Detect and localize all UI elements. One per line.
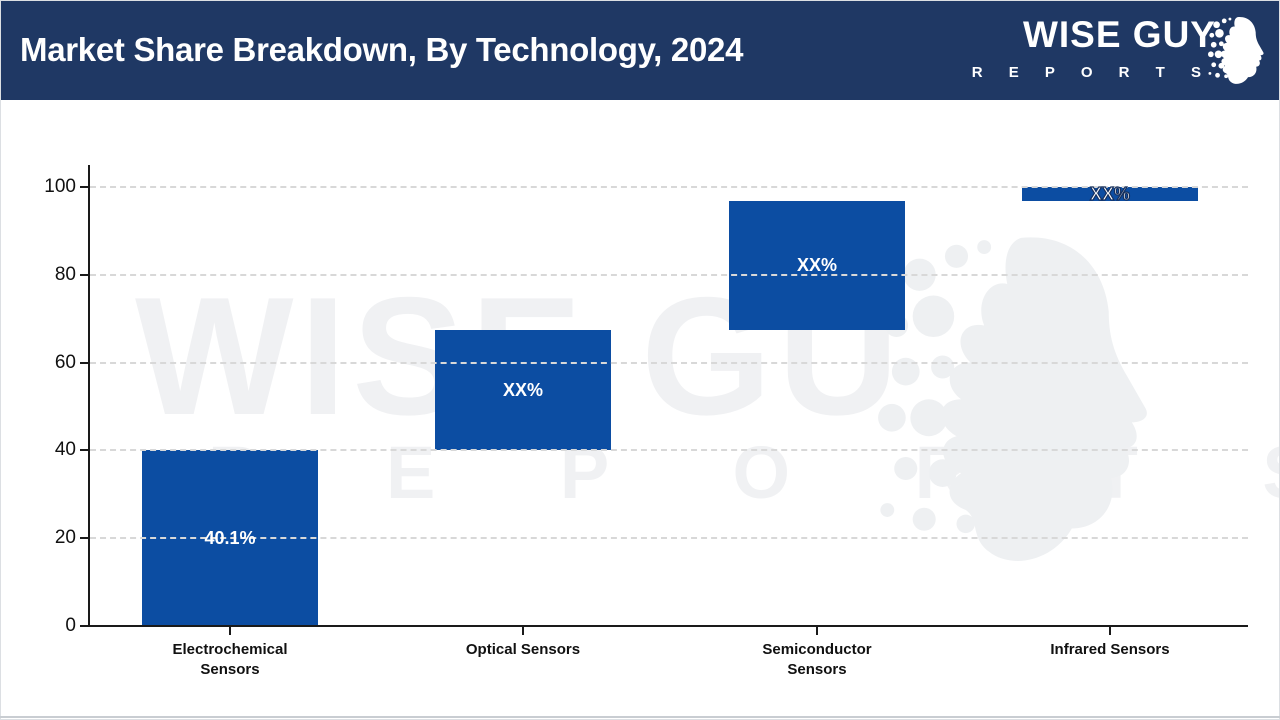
y-axis-tick [80,186,88,188]
y-axis-tick [80,625,88,627]
x-axis-tick [1109,627,1111,635]
x-tick-label: Optical Sensors [465,641,581,658]
x-tick-label: Electrochemical Sensors [172,641,288,678]
y-axis-line [88,165,90,627]
x-axis-tick [816,627,818,635]
header-bar: Market Share Breakdown, By Technology, 2… [0,0,1280,100]
y-tick-label: 60 [54,351,76,373]
x-axis-tick [522,627,524,635]
bar [729,201,905,330]
x-axis-tick [229,627,231,635]
gridline [90,186,1248,188]
x-tick-label: Semiconductor Sensors [762,641,872,678]
gridline [90,361,1248,364]
gridline [90,273,1248,276]
bar-value-label: XX% [796,255,838,276]
y-axis-tick [80,537,88,540]
y-axis-tick [80,273,88,276]
y-tick-label: 20 [54,527,76,549]
y-tick-label: 40 [54,439,76,461]
y-axis-tick [80,449,88,452]
wise-guy-reports-logo: WISE GUY R E P O R T S [972,6,1270,94]
bar [1022,187,1198,202]
footer-divider [0,716,1280,718]
y-axis-tick [80,361,88,364]
x-axis-line [88,625,1248,627]
y-tick-label: 80 [54,263,76,285]
dotted-head-profile-icon [1208,17,1264,84]
logo-subtitle: R E P O R T S [971,64,1212,81]
y-tick-label: 100 [44,176,76,197]
gridline [90,537,1248,540]
bar-value-label: XX% [1089,184,1131,205]
logo-wordmark: WISE GUY [1022,14,1216,55]
bar [435,329,611,450]
bar-value-label: 40.1% [204,527,256,548]
x-tick-label: Infrared Sensors [1050,641,1170,658]
y-tick-label: 0 [65,615,76,636]
bar-value-label: XX% [502,379,544,400]
gridline [90,449,1248,452]
page-title: Market Share Breakdown, By Technology, 2… [20,31,744,68]
